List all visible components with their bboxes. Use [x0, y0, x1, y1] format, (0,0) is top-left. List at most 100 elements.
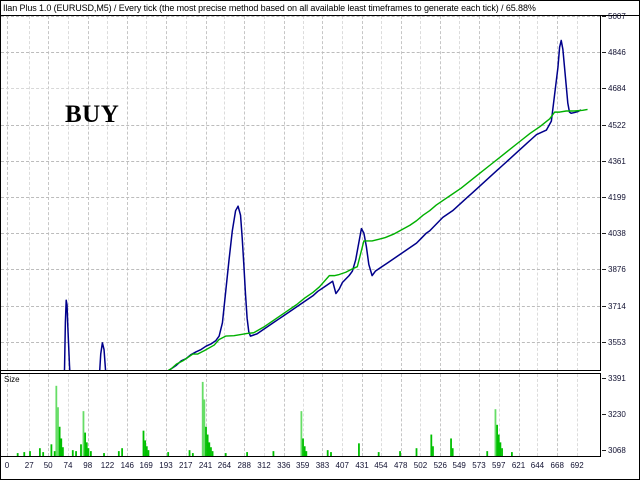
trade-axis-label: 644	[530, 461, 545, 470]
gridline-vertical	[537, 374, 539, 456]
gridline-vertical	[146, 16, 148, 371]
gridline-vertical	[302, 16, 304, 371]
price-axis-label: 4038	[608, 229, 626, 239]
size-bar	[82, 411, 85, 456]
gridline-vertical	[557, 374, 559, 456]
size-bar	[201, 381, 204, 456]
trade-axis-label: 502	[413, 461, 428, 470]
size-bar	[144, 440, 147, 456]
gridline-vertical	[165, 374, 167, 456]
size-bar	[501, 448, 503, 456]
price-axis-tick	[602, 269, 606, 271]
size-bar	[145, 446, 148, 456]
gridline-vertical	[440, 374, 442, 456]
size-bar	[84, 432, 87, 456]
size-bar	[305, 451, 308, 456]
price-axis-label: 4846	[608, 48, 626, 58]
trade-axis-label: 98	[83, 461, 93, 470]
size-bar	[103, 453, 105, 456]
gridline-vertical	[146, 374, 148, 456]
price-axis-tick	[602, 16, 606, 17]
gridline-vertical	[420, 16, 422, 371]
gridline-vertical	[400, 16, 402, 371]
gridline-vertical	[263, 16, 265, 371]
price-axis-tick	[602, 52, 606, 54]
price-panel-divider	[1, 370, 601, 371]
size-bar	[191, 453, 194, 456]
trade-axis-label: 146	[120, 461, 134, 470]
gridline-vertical	[263, 374, 265, 456]
gridline-vertical	[244, 374, 246, 456]
size-bar	[430, 434, 433, 456]
gridline-vertical	[224, 16, 226, 371]
price-axis-label: 3068	[608, 446, 626, 456]
size-bar	[121, 448, 124, 456]
price-series-svg	[1, 16, 600, 371]
size-bar	[188, 450, 191, 456]
gridline-vertical	[87, 16, 89, 371]
gridline-vertical	[342, 374, 344, 456]
trade-number-axis[interactable]: 0 27 50 74 98 122 146 169 193 217 241 264 288 312 336 3…	[1, 457, 601, 479]
size-bar	[117, 451, 120, 456]
gridline-vertical	[67, 374, 69, 456]
size-histogram-panel[interactable]: Size	[1, 374, 601, 456]
trade-axis-label: 217	[179, 461, 193, 470]
price-axis-label: 4199	[608, 193, 626, 202]
size-bar	[358, 443, 360, 456]
balance-equity-plot[interactable]: BUY	[1, 16, 601, 371]
gridline-vertical	[380, 16, 382, 371]
price-axis[interactable]: 5007 4846 4684 4522 4361 4199 4038 3876 3714 3553…	[602, 12, 639, 456]
gridline-vertical	[518, 374, 520, 456]
balance-line	[7, 40, 581, 371]
price-axis-tick	[602, 450, 606, 452]
size-bar	[167, 452, 170, 456]
size-panel-label: Size	[4, 375, 20, 384]
gridline-vertical	[420, 374, 422, 456]
price-axis-label: 3391	[608, 374, 626, 383]
size-bar	[75, 451, 77, 456]
chart-title-bar: Ilan Plus 1.0 (EURUSD,M5) / Every tick (…	[1, 1, 639, 16]
gridline-horizontal	[1, 16, 600, 17]
trade-axis-label: 692	[570, 461, 584, 470]
size-bar	[147, 450, 150, 456]
trade-axis-label: 193	[159, 461, 173, 470]
size-bar	[330, 452, 332, 456]
size-bar	[303, 446, 306, 456]
price-axis-label: 5007	[608, 12, 626, 21]
size-bar	[210, 447, 212, 456]
gridline-vertical	[478, 16, 480, 371]
trade-axis-label: 264	[217, 461, 232, 470]
buy-annotation: BUY	[65, 101, 120, 128]
trade-axis-label: 169	[139, 461, 153, 470]
size-bar	[326, 450, 329, 456]
size-bar	[205, 426, 207, 456]
price-axis-label: 3553	[608, 337, 626, 347]
gridline-vertical	[244, 16, 246, 371]
trade-axis-label: 74	[63, 461, 73, 470]
gridline-horizontal	[1, 52, 600, 54]
gridline-vertical	[362, 16, 363, 371]
gridline-vertical	[342, 16, 344, 371]
gridline-vertical	[302, 374, 304, 456]
gridline-horizontal	[1, 124, 600, 126]
gridline-horizontal	[1, 269, 600, 271]
gridline-vertical	[29, 374, 31, 456]
gridline-vertical	[459, 16, 461, 371]
chart-title: Ilan Plus 1.0 (EURUSD,M5) / Every tick (…	[3, 3, 536, 13]
price-axis-tick	[602, 233, 606, 235]
price-axis-label: 3230	[608, 410, 626, 420]
size-bar	[42, 452, 45, 456]
gridline-vertical	[107, 16, 109, 371]
size-bar	[16, 453, 19, 456]
size-bar	[499, 442, 502, 456]
size-bar	[377, 452, 380, 456]
price-axis-label: 3714	[608, 301, 626, 311]
gridline-vertical	[165, 16, 167, 371]
gridline-vertical	[48, 374, 50, 456]
size-bar	[300, 411, 303, 456]
trade-axis-label: 526	[433, 461, 447, 470]
gridline-vertical	[400, 374, 402, 456]
trade-axis-label: 312	[257, 461, 271, 470]
gridline-horizontal	[1, 160, 600, 162]
